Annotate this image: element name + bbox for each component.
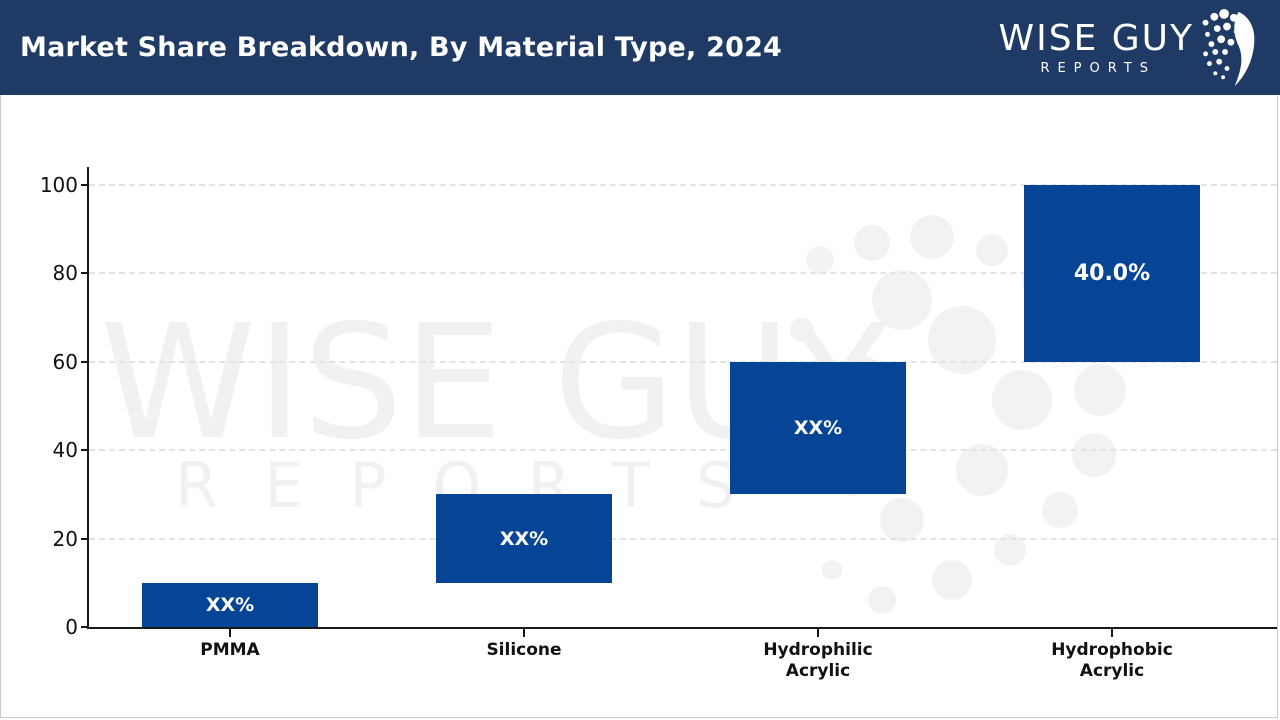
y-tick-mark <box>81 360 89 363</box>
bar-silicone: XX% <box>436 494 612 583</box>
brand-logo-text: WISE GUY REPORTS <box>998 17 1195 76</box>
y-tick-mark <box>81 272 89 275</box>
brand-subname: REPORTS <box>1040 60 1157 76</box>
x-category-label: Hydrophilic Acrylic <box>763 640 873 682</box>
y-tick-label: 20 <box>52 526 78 551</box>
y-tick-label: 80 <box>52 261 78 286</box>
x-tick-mark <box>1111 629 1113 637</box>
page-title: Market Share Breakdown, By Material Type… <box>20 32 783 63</box>
x-tick-mark <box>229 629 231 637</box>
face-profile-icon <box>1202 8 1255 86</box>
gridline <box>89 272 1277 275</box>
brand-name: WISE GUY <box>998 17 1194 59</box>
y-tick-mark <box>81 626 89 628</box>
y-axis-line <box>87 167 89 629</box>
bar-hydrophobic-acrylic: 40.0% <box>1024 185 1200 362</box>
x-category-label: PMMA <box>200 640 260 660</box>
gridline <box>89 449 1277 452</box>
app-header: Market Share Breakdown, By Material Type… <box>0 0 1280 95</box>
y-tick-mark <box>81 184 89 186</box>
y-tick-label: 60 <box>52 349 78 374</box>
x-axis-line <box>87 627 1277 629</box>
bar-value-label: 40.0% <box>1073 260 1151 286</box>
gridline <box>89 184 1277 186</box>
bar-value-label: XX% <box>499 527 549 550</box>
x-tick-mark <box>817 629 819 637</box>
x-tick-mark <box>523 629 525 637</box>
y-tick-label: 100 <box>39 173 78 197</box>
y-tick-mark <box>81 449 89 452</box>
chart-area: WISE GUY REPORTS 0 20 40 60 80 100 XX% PMMA XX% S… <box>0 95 1280 720</box>
x-category-label: Hydrophobic Acrylic <box>1051 640 1173 682</box>
bar-value-label: XX% <box>793 417 843 440</box>
bar-pmma: XX% <box>142 582 318 627</box>
y-tick-label: 40 <box>52 438 78 463</box>
gridline <box>89 360 1277 363</box>
y-tick-label: 0 <box>65 615 78 639</box>
brand-logo: WISE GUY REPORTS <box>998 8 1259 87</box>
gridline <box>89 537 1277 540</box>
x-category-label: Silicone <box>486 640 562 660</box>
y-tick-mark <box>81 537 89 540</box>
bar-value-label: XX% <box>205 593 255 616</box>
bar-hydrophilic-acrylic: XX% <box>730 361 906 495</box>
